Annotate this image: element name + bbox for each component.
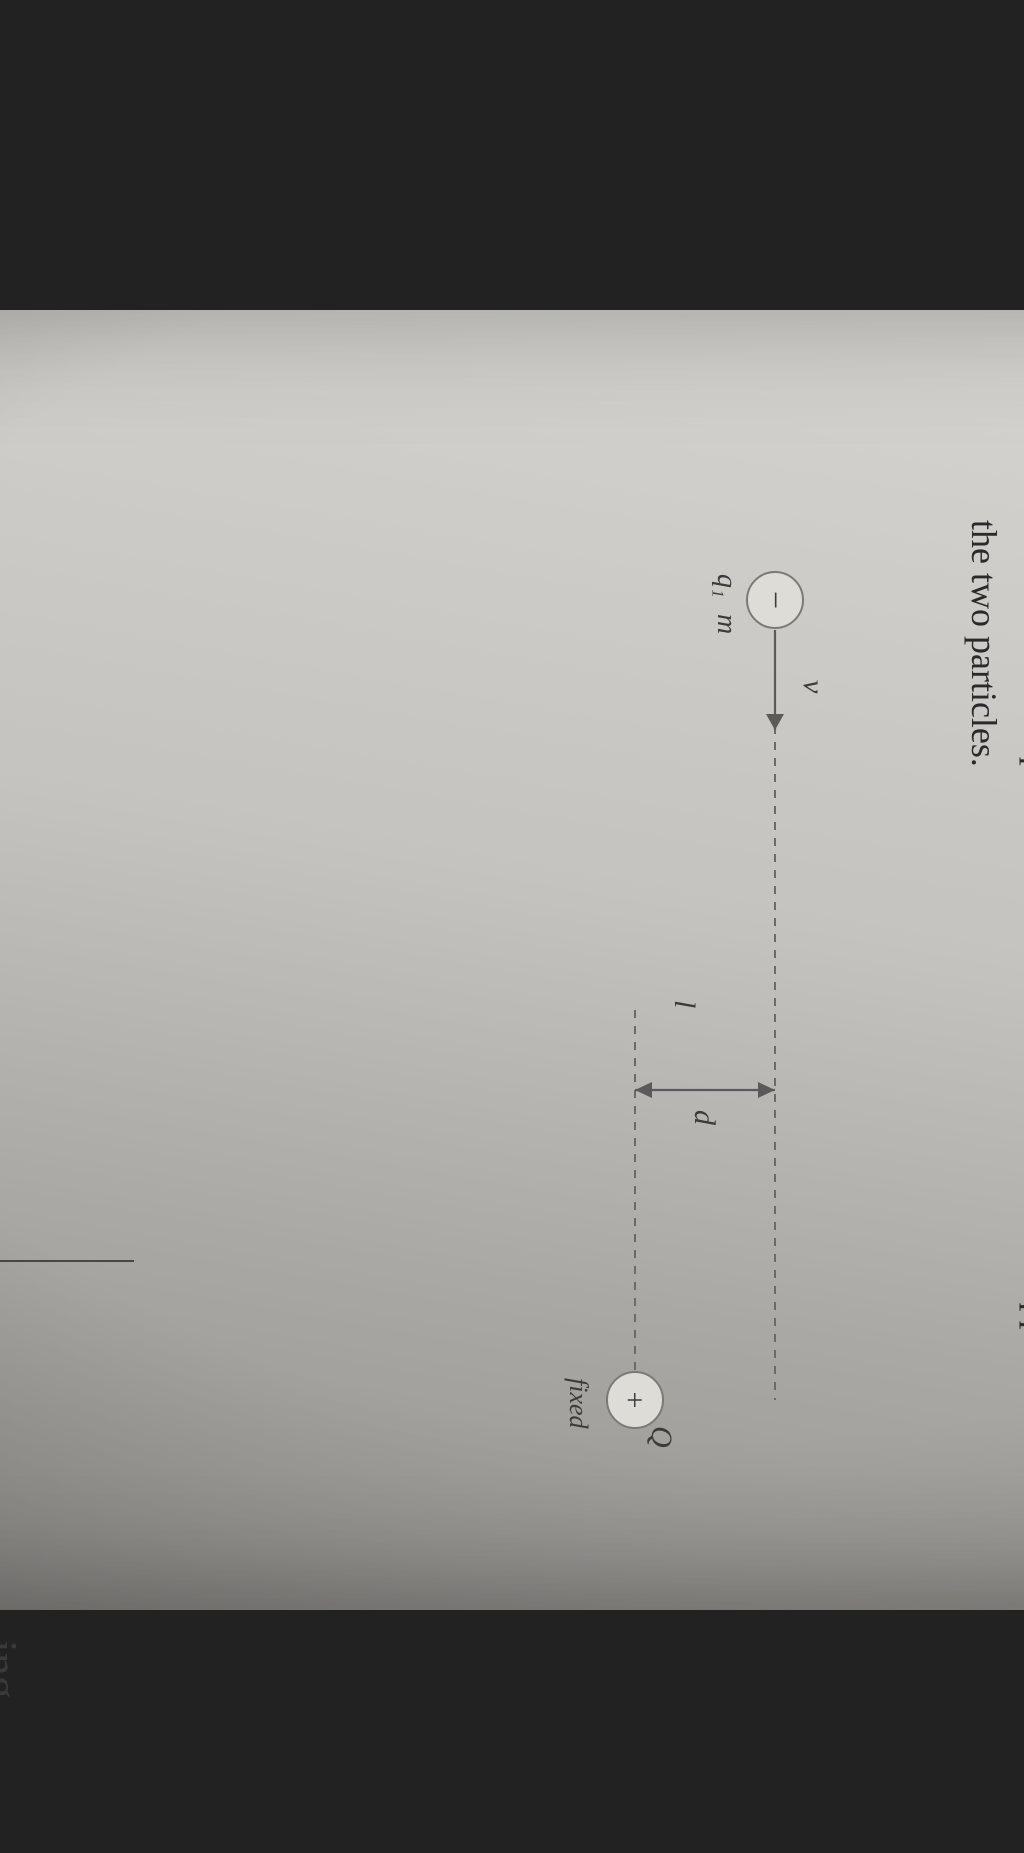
problem-paragraph: Figure-1.141 shows a charge +Q clamped a… <box>956 520 1024 1460</box>
label-m: m <box>711 614 742 634</box>
velocity-arrow-head <box>766 714 784 730</box>
text-italic-v: v <box>1019 836 1024 852</box>
label-v: v <box>797 680 830 694</box>
text: as <box>1019 520 1024 550</box>
text: the two particles. <box>964 520 1004 767</box>
d-arrow-up <box>758 1082 775 1098</box>
d-arrow-down <box>635 1082 652 1098</box>
left-charge-sign: − <box>758 591 794 609</box>
label-fixed: fixed <box>564 1378 593 1430</box>
right-charge-sign: + <box>618 1392 651 1409</box>
photo-vignette <box>0 310 1024 1610</box>
label-l: l <box>668 1000 701 1008</box>
text: shown with speed <box>1019 562 1024 837</box>
margin-fragment-ing: ing <box>0 1640 28 1699</box>
rotated-page: Figure-1.141 shows a charge +Q clamped a… <box>0 310 1024 1610</box>
page-edge-line <box>0 1260 134 1262</box>
label-Q: Q <box>645 1426 678 1448</box>
label-q1: q₁ <box>711 574 742 598</box>
physics-figure: v d l − q₁ m + Q fixed <box>550 530 870 1460</box>
label-d: d <box>688 1110 721 1126</box>
text: . Find the distance of closest approach … <box>1019 852 1024 1460</box>
